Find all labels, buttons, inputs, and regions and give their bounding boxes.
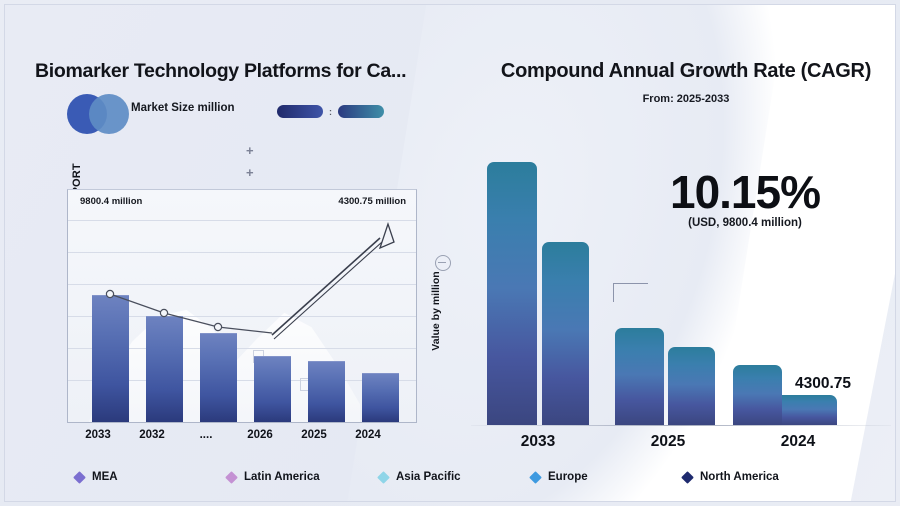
legend: MEA Latin America Asia Pacific Europe No… (5, 470, 895, 484)
pill-separator: : (329, 106, 332, 117)
pill-indicator-group: : (277, 105, 384, 118)
logo-circle-light (89, 94, 129, 134)
rbar-2024-primary (733, 365, 782, 425)
gridline (68, 252, 416, 253)
rx-label-2024: 2024 (780, 433, 816, 450)
bar-2025 (308, 361, 345, 422)
rbar-2025-secondary (668, 347, 715, 425)
x-label-dots: .... (199, 429, 213, 441)
legend-label: Europe (548, 471, 588, 483)
rx-label-2033: 2033 (520, 433, 556, 450)
annotation-end-value: 4300.75 million (338, 196, 406, 207)
chart-overlay-svg (105, 221, 395, 340)
trend-point (159, 308, 169, 318)
trend-point (105, 289, 115, 299)
growth-arrow-icon (271, 221, 395, 340)
legend-marker-icon (681, 470, 694, 484)
left-chart-card: 9800.4 million 4300.75 million (67, 189, 417, 423)
x-label-2033: 2033 (85, 429, 111, 441)
page-title: Biomarker Technology Platforms for Ca... (35, 60, 407, 82)
legend-label: MEA (92, 471, 118, 483)
rbar-2033-primary (487, 162, 537, 425)
pill-indicator-secondary (338, 105, 384, 118)
legend-marker-icon (529, 470, 542, 484)
rbar-2025-primary (615, 328, 664, 425)
legend-label: North America (700, 471, 779, 483)
gridline (68, 316, 416, 317)
gridline (68, 284, 416, 285)
gridline (68, 380, 416, 381)
bar-2026 (254, 356, 291, 422)
plus-decoration-icon-2: + (246, 165, 254, 180)
gridline (68, 348, 416, 349)
cagr-value: 10.15% (669, 166, 821, 218)
x-label-2024: 2024 (355, 429, 381, 441)
trend-point (213, 322, 223, 332)
pill-indicator-primary (277, 105, 323, 118)
rx-label-2025: 2025 (650, 433, 686, 450)
trend-line (109, 293, 273, 334)
legend-item-asia-pacific[interactable]: Asia Pacific (377, 470, 531, 484)
bar-2033 (92, 295, 129, 422)
chart-baseline (471, 425, 891, 426)
legend-marker-icon (225, 470, 238, 484)
plus-decoration-icon-1: + (246, 143, 254, 158)
callout-value: 4300.75 (795, 375, 852, 392)
cagr-subtitle: From: 2025-2033 (642, 93, 730, 105)
legend-item-mea[interactable]: MEA (73, 470, 227, 484)
cagr-note: (USD, 9800.4 million) (688, 217, 802, 229)
right-panel: Compound Annual Growth Rate (CAGR) From:… (465, 5, 895, 501)
bar-dots (200, 333, 237, 422)
legend-marker-icon (377, 470, 390, 484)
gridline (68, 220, 416, 221)
annotation-start-value: 9800.4 million (80, 196, 143, 207)
rbar-2033-secondary (542, 242, 589, 425)
legend-label: Asia Pacific (396, 471, 461, 483)
bracket-decoration (613, 283, 648, 302)
legend-item-latin-america[interactable]: Latin America (225, 470, 379, 484)
brand-logo-icon (67, 94, 129, 134)
cagr-title: Compound Annual Growth Rate (CAGR) (500, 60, 872, 82)
x-label-2026: 2026 (247, 429, 273, 441)
legend-label: Latin America (244, 471, 320, 483)
x-label-2032: 2032 (139, 429, 165, 441)
infographic-frame: Biomarker Technology Platforms for Ca...… (4, 4, 896, 502)
legend-marker-icon (73, 470, 86, 484)
market-size-label: Market Size million (131, 102, 235, 114)
x-label-2025: 2025 (301, 429, 327, 441)
left-panel: Biomarker Technology Platforms for Ca...… (5, 5, 465, 501)
legend-item-europe[interactable]: Europe (529, 470, 683, 484)
circle-minus-icon (435, 255, 451, 271)
rbar-2024-secondary (782, 395, 837, 425)
bar-2032 (146, 316, 183, 422)
legend-item-north-america[interactable]: North America (681, 470, 835, 484)
bar-2024 (362, 373, 399, 422)
